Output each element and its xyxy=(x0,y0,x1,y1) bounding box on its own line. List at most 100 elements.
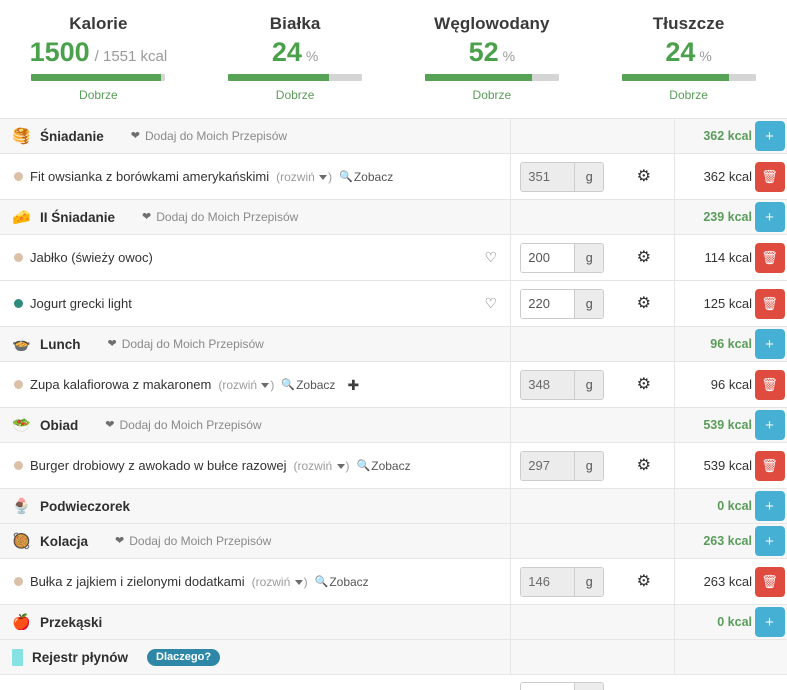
see-details-link[interactable]: 🔍 Zobacz xyxy=(315,575,369,589)
add-product-button[interactable]: + xyxy=(754,491,785,521)
gear-icon[interactable]: ⚙ xyxy=(636,456,651,474)
amount-input[interactable] xyxy=(521,370,575,399)
add-to-my-recipes-label: Dodaj do Moich Przepisów xyxy=(119,418,262,432)
heart-icon: ❤ xyxy=(115,534,125,547)
delete-product-button[interactable]: 🗑 xyxy=(754,161,785,192)
summary-title: Tłuszcze xyxy=(652,14,725,33)
heart-icon: ❤ xyxy=(130,129,140,142)
expand-recipe-link[interactable]: (rozwiń ) xyxy=(251,574,308,589)
water-spacer-cell xyxy=(614,674,674,690)
why-badge[interactable]: Dlaczego? xyxy=(147,648,221,666)
delete-product-button[interactable]: 🗑 xyxy=(754,369,785,400)
add-to-my-recipes-link[interactable]: ❤ Dodaj do Moich Przepisów xyxy=(108,337,264,351)
salad-icon: 🥗 xyxy=(12,416,31,434)
water-amount-input-group[interactable]: ml xyxy=(520,681,604,690)
trash-icon: 🗑 xyxy=(761,574,778,589)
product-name-cell: Fit owsianka z borówkami amerykańskimi (r… xyxy=(0,153,472,200)
amount-input-group[interactable]: g xyxy=(520,242,605,273)
meal-header-cell: 🥞 Śniadanie ❤ Dodaj do Moich Przepisów xyxy=(0,118,472,154)
add-to-my-recipes-link[interactable]: ❤ Dodaj do Moich Przepisów xyxy=(142,210,298,224)
meal-title: II Śniadanie xyxy=(40,209,116,225)
amount-input[interactable] xyxy=(521,162,575,191)
meal-header-spacer xyxy=(614,604,674,640)
gear-icon[interactable]: ⚙ xyxy=(636,572,651,590)
plus-icon: + xyxy=(765,127,774,145)
gear-icon[interactable]: ⚙ xyxy=(636,248,651,266)
add-to-my-recipes-link[interactable]: ❤ Dodaj do Moich Przepisów xyxy=(131,129,287,143)
add-product-button[interactable]: + xyxy=(754,202,785,232)
product-bullet-icon xyxy=(14,253,23,262)
product-name-cell: Jogurt grecki light xyxy=(0,280,472,327)
add-product-button[interactable]: + xyxy=(754,410,785,440)
amount-input[interactable] xyxy=(521,243,575,272)
delete-product-button[interactable]: 🗑 xyxy=(754,566,785,597)
meal-header-spacer xyxy=(614,326,674,362)
add-to-my-recipes-link[interactable]: ❤ Dodaj do Moich Przepisów xyxy=(105,418,261,432)
see-details-link[interactable]: 🔍 Zobacz xyxy=(281,378,335,392)
liquids-header-spacer xyxy=(509,639,614,675)
amount-input[interactable] xyxy=(521,451,575,480)
summary-title: Węglowodany xyxy=(434,14,550,33)
see-details-link[interactable]: 🔍 Zobacz xyxy=(357,459,411,473)
add-product-button[interactable]: + xyxy=(754,121,785,151)
gear-icon[interactable]: ⚙ xyxy=(636,375,651,393)
add-product-button[interactable]: + xyxy=(754,329,785,359)
amount-input[interactable] xyxy=(521,289,575,318)
delete-product-button[interactable]: 🗑 xyxy=(754,242,785,273)
delete-product-button[interactable]: 🗑 xyxy=(754,450,785,481)
water-amount-input[interactable] xyxy=(521,682,574,690)
settings-cell: ⚙ xyxy=(614,558,674,605)
summary-progress-fill xyxy=(31,74,162,81)
see-details-link[interactable]: 🔍 Zobacz xyxy=(339,170,393,184)
summary-value: 1500 xyxy=(29,37,90,67)
gear-icon[interactable]: ⚙ xyxy=(636,167,651,185)
amount-cell: g xyxy=(509,361,614,408)
product-actions-cell: 🗑 xyxy=(752,558,787,605)
amount-unit-label: g xyxy=(574,162,604,191)
diet-table: 🥞 Śniadanie ❤ Dodaj do Moich Przepisów 362 k… xyxy=(0,118,787,690)
amount-unit-label: g xyxy=(574,567,604,596)
expand-recipe-link[interactable]: (rozwiń ) xyxy=(293,458,350,473)
meal-total-kcal: 96 kcal xyxy=(673,326,752,362)
move-handle-icon[interactable]: ✚ xyxy=(347,376,360,393)
product-row: Fit owsianka z borówkami amerykańskimi (r… xyxy=(0,153,787,200)
expand-recipe-link[interactable]: (rozwiń ) xyxy=(218,377,275,392)
favourite-heart-icon[interactable]: ♡ xyxy=(484,294,498,311)
amount-input-group[interactable]: g xyxy=(520,288,605,319)
settings-cell: ⚙ xyxy=(614,442,674,489)
settings-cell: ⚙ xyxy=(614,280,674,327)
delete-product-button[interactable]: 🗑 xyxy=(754,288,785,319)
gear-icon[interactable]: ⚙ xyxy=(636,294,651,312)
amount-input-group[interactable]: g xyxy=(520,369,605,400)
favourite-heart-icon[interactable]: ♡ xyxy=(484,248,498,265)
amount-input-group[interactable]: g xyxy=(520,566,605,597)
product-bullet-icon xyxy=(14,461,23,470)
summary-status: Dobrze xyxy=(275,88,315,102)
trash-icon: 🗑 xyxy=(761,169,778,184)
meal-actions-cell: + xyxy=(752,523,787,559)
amount-input-group[interactable]: g xyxy=(520,450,605,481)
meal-header-spacer xyxy=(509,488,614,524)
product-row: Jabłko (świeży owoc) ♡ g ⚙ 114 kcal 🗑 xyxy=(0,234,787,281)
product-row: Bułka z jajkiem i zielonymi dodatkami (ro… xyxy=(0,558,787,605)
summary-progress-bar xyxy=(621,74,756,81)
amount-input[interactable] xyxy=(521,567,575,596)
product-row: Zupa kalafiorowa z makaronem (rozwiń ) 🔍 Zo… xyxy=(0,361,787,408)
expand-recipe-link[interactable]: (rozwiń ) xyxy=(276,169,333,184)
water-row: WodaBrawo! Dzisiaj wypiłeś ponad 6 szkla… xyxy=(0,674,787,690)
liquids-header-spacer xyxy=(752,639,787,675)
add-to-my-recipes-link[interactable]: ❤ Dodaj do Moich Przepisów xyxy=(115,534,271,548)
product-name-cell: Burger drobiowy z awokado w bułce razowe… xyxy=(0,442,472,489)
apple-icon: 🍎 xyxy=(12,613,31,631)
product-name: Jogurt grecki light xyxy=(30,296,132,311)
meal-title: Obiad xyxy=(40,417,79,433)
add-product-button[interactable]: + xyxy=(754,526,785,556)
meal-title: Kolacja xyxy=(40,533,89,549)
amount-input-group[interactable]: g xyxy=(520,161,605,192)
meal-actions-cell: + xyxy=(752,199,787,235)
plus-icon: + xyxy=(765,497,774,515)
trash-icon: 🗑 xyxy=(761,377,778,392)
meal-header-spacer xyxy=(509,326,614,362)
add-product-button[interactable]: + xyxy=(754,607,785,637)
meal-header-row: 🥗 Obiad ❤ Dodaj do Moich Przepisów 539 kcal + xyxy=(0,407,787,443)
